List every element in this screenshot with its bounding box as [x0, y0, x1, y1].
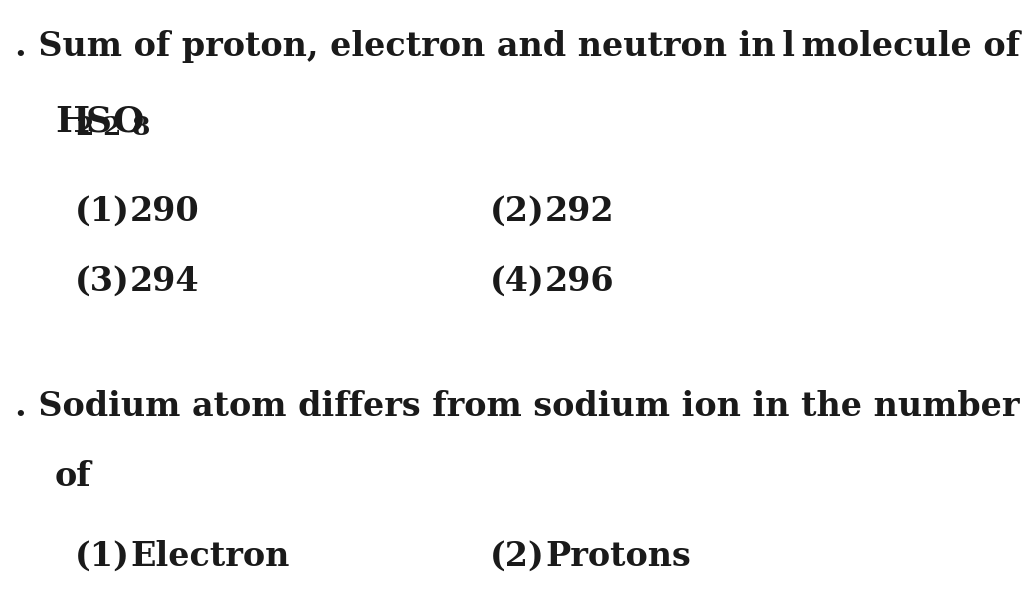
- Text: S: S: [86, 105, 112, 139]
- Text: . Sodium atom differs from sodium ion in the number: . Sodium atom differs from sodium ion in…: [15, 390, 1020, 423]
- Text: 290: 290: [130, 195, 200, 228]
- Text: O: O: [113, 105, 144, 139]
- Text: H: H: [55, 105, 89, 139]
- Text: (4): (4): [490, 265, 545, 298]
- Text: 294: 294: [130, 265, 200, 298]
- Text: (1): (1): [75, 540, 130, 573]
- Text: of: of: [55, 460, 91, 493]
- Text: (2): (2): [490, 540, 545, 573]
- Text: (2): (2): [490, 195, 545, 228]
- Text: 292: 292: [545, 195, 614, 228]
- Text: 8: 8: [132, 115, 151, 140]
- Text: (3): (3): [75, 265, 130, 298]
- Text: Electron: Electron: [130, 540, 290, 573]
- Text: (1): (1): [75, 195, 130, 228]
- Text: 2: 2: [75, 115, 93, 140]
- Text: 296: 296: [545, 265, 614, 298]
- Text: Protons: Protons: [545, 540, 691, 573]
- Text: . Sum of proton, electron and neutron in l molecule of: . Sum of proton, electron and neutron in…: [15, 30, 1020, 63]
- Text: 2: 2: [102, 115, 121, 140]
